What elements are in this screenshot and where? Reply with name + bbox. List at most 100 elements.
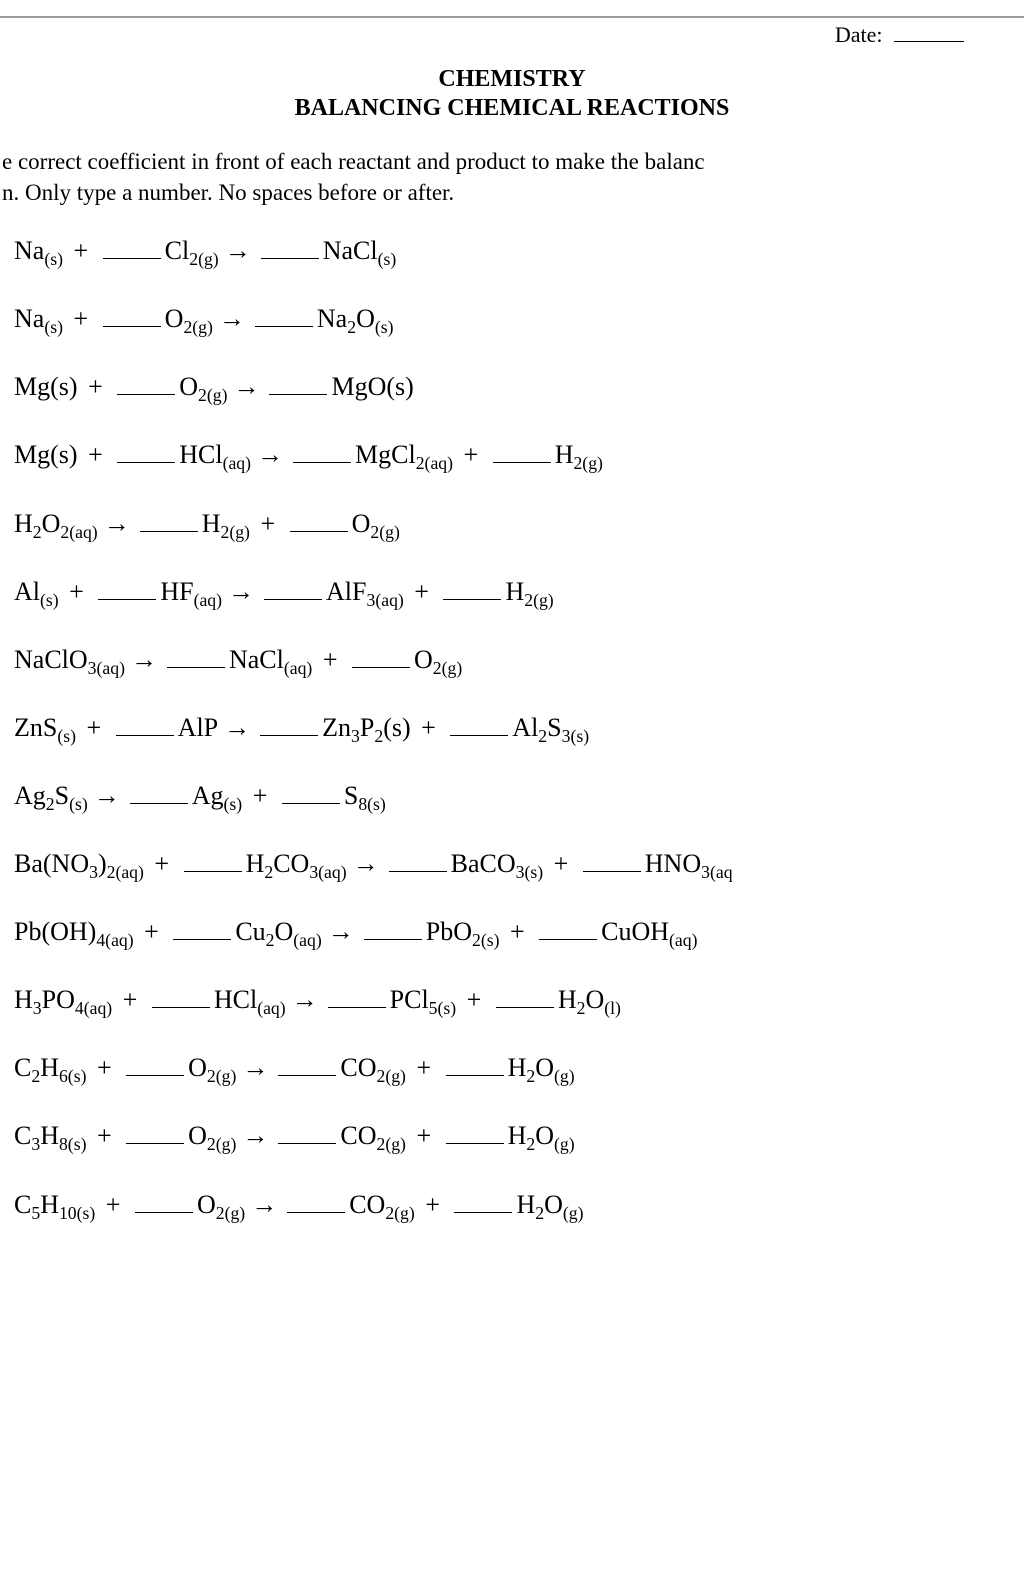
species: Ag2S(s): [14, 781, 88, 810]
coefficient-blank[interactable]: [278, 1053, 336, 1076]
species: H3PO4(aq): [14, 985, 112, 1014]
title-line-2: BALANCING CHEMICAL REACTIONS: [0, 95, 1024, 122]
coefficient-blank[interactable]: [290, 508, 348, 531]
species: H2O2(aq): [14, 509, 98, 538]
plus-sign: +: [254, 509, 282, 538]
species: MgCl2(aq): [355, 440, 453, 469]
species: Cl2(g): [165, 236, 219, 265]
arrow-symbol: →: [257, 440, 283, 470]
species: H2O(g): [508, 1053, 575, 1082]
species: H2(g): [505, 577, 553, 606]
coefficient-blank[interactable]: [269, 372, 327, 395]
species: Mg(s): [14, 440, 78, 469]
plus-sign: +: [116, 985, 144, 1014]
coefficient-blank[interactable]: [328, 985, 386, 1008]
coefficient-blank[interactable]: [152, 985, 210, 1008]
equation-row: C3H8(s) + O2(g) → CO2(g) + H2O(g): [8, 1121, 1024, 1151]
species: Na(s): [14, 236, 63, 265]
coefficient-blank[interactable]: [261, 236, 319, 259]
species: H2(g): [555, 440, 603, 469]
species: HCl(aq): [214, 985, 286, 1014]
equation-row: NaClO3(aq) → NaCl(aq) + O2(g): [8, 645, 1024, 675]
arrow-symbol: →: [219, 304, 245, 334]
species: PbO2(s): [426, 917, 500, 946]
species: [411, 713, 418, 742]
date-row: Date:: [0, 16, 1024, 48]
instructions-line-1: e correct coefficient in front of each r…: [2, 149, 705, 174]
species: H2O(g): [516, 1190, 583, 1219]
coefficient-blank[interactable]: [103, 236, 161, 259]
species: H2O(l): [558, 985, 621, 1014]
equation-row: Na(s) + Cl2(g) → NaCl(s): [8, 236, 1024, 266]
coefficient-blank[interactable]: [278, 1121, 336, 1144]
equation-row: Mg(s) + O2(g) → MgO(s): [8, 372, 1024, 402]
plus-sign: +: [503, 917, 531, 946]
coefficient-blank[interactable]: [364, 917, 422, 940]
species: O2(g): [165, 304, 213, 333]
equation-row: H2O2(aq) → H2(g) + O2(g): [8, 508, 1024, 538]
coefficient-blank[interactable]: [130, 781, 188, 804]
plus-sign: +: [99, 1190, 127, 1219]
coefficient-blank[interactable]: [352, 645, 410, 668]
species: H2O(g): [508, 1121, 575, 1150]
coefficient-blank[interactable]: [184, 849, 242, 872]
plus-sign: +: [408, 577, 436, 606]
equation-row: Pb(OH)4(aq) + Cu2O(aq) → PbO2(s) + CuOH(…: [8, 917, 1024, 947]
coefficient-blank[interactable]: [389, 849, 447, 872]
species: ZnS(s): [14, 713, 76, 742]
arrow-symbol: →: [353, 849, 379, 879]
species: C5H10(s): [14, 1190, 95, 1219]
coefficient-blank[interactable]: [116, 713, 174, 736]
coefficient-blank[interactable]: [98, 577, 156, 600]
coefficient-blank[interactable]: [443, 577, 501, 600]
plus-sign: +: [82, 372, 110, 401]
arrow-symbol: →: [104, 509, 130, 539]
coefficient-blank[interactable]: [450, 713, 508, 736]
coefficient-blank[interactable]: [282, 781, 340, 804]
date-blank[interactable]: [894, 41, 964, 42]
species: Al2S3(s): [512, 713, 589, 742]
species: CO2(g): [349, 1190, 415, 1219]
plus-sign: +: [316, 645, 344, 674]
date-label: Date:: [835, 22, 883, 47]
equation-row: C2H6(s) + O2(g) → CO2(g) + H2O(g): [8, 1053, 1024, 1083]
plus-sign: +: [246, 781, 274, 810]
arrow-symbol: →: [228, 577, 254, 607]
coefficient-blank[interactable]: [140, 508, 198, 531]
arrow-symbol: →: [242, 1121, 268, 1151]
coefficient-blank[interactable]: [539, 917, 597, 940]
plus-sign: +: [457, 440, 485, 469]
arrow-symbol: →: [224, 713, 250, 743]
coefficient-blank[interactable]: [454, 1189, 512, 1212]
coefficient-blank[interactable]: [117, 440, 175, 463]
species: C3H8(s): [14, 1121, 86, 1150]
species: Ag(s): [192, 781, 242, 810]
coefficient-blank[interactable]: [117, 372, 175, 395]
plus-sign: +: [67, 304, 95, 333]
species: C2H6(s): [14, 1053, 86, 1082]
coefficient-blank[interactable]: [293, 440, 351, 463]
coefficient-blank[interactable]: [264, 577, 322, 600]
coefficient-blank[interactable]: [103, 304, 161, 327]
equations-list: Na(s) + Cl2(g) → NaCl(s)Na(s) + O2(g) → …: [0, 236, 1024, 1219]
coefficient-blank[interactable]: [493, 440, 551, 463]
plus-sign: +: [80, 713, 108, 742]
arrow-symbol: →: [225, 236, 251, 266]
coefficient-blank[interactable]: [173, 917, 231, 940]
coefficient-blank[interactable]: [260, 713, 318, 736]
coefficient-blank[interactable]: [287, 1189, 345, 1212]
coefficient-blank[interactable]: [126, 1053, 184, 1076]
plus-sign: +: [90, 1121, 118, 1150]
plus-sign: +: [138, 917, 166, 946]
coefficient-blank[interactable]: [446, 1053, 504, 1076]
species: PCl5(s): [390, 985, 457, 1014]
coefficient-blank[interactable]: [126, 1121, 184, 1144]
coefficient-blank[interactable]: [446, 1121, 504, 1144]
coefficient-blank[interactable]: [583, 849, 641, 872]
species: Pb(OH)4(aq): [14, 917, 134, 946]
coefficient-blank[interactable]: [255, 304, 313, 327]
coefficient-blank[interactable]: [135, 1189, 193, 1212]
coefficient-blank[interactable]: [167, 645, 225, 668]
plus-sign: +: [410, 1121, 438, 1150]
coefficient-blank[interactable]: [496, 985, 554, 1008]
